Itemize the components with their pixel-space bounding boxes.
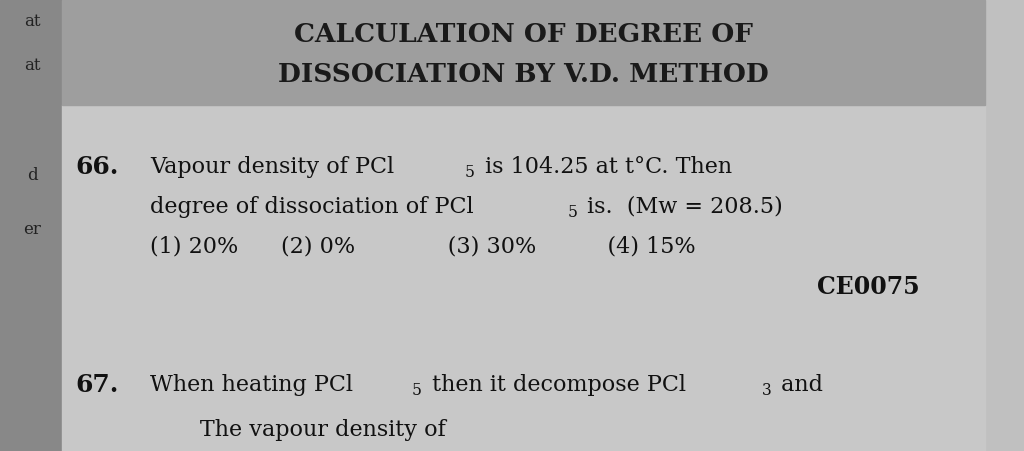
Bar (985, 0, 1024, 451)
Text: 3: 3 (762, 382, 771, 399)
Text: degree of dissociation of PCl: degree of dissociation of PCl (150, 196, 474, 218)
Text: 5: 5 (412, 382, 422, 399)
Text: d: d (27, 166, 37, 184)
Text: is 104.25 at t°C. Then: is 104.25 at t°C. Then (478, 156, 732, 178)
Text: 66.: 66. (75, 155, 119, 179)
Text: Vapour density of PCl: Vapour density of PCl (150, 156, 394, 178)
Text: DISSOCIATION BY V.D. METHOD: DISSOCIATION BY V.D. METHOD (278, 63, 768, 87)
Text: 5: 5 (567, 204, 578, 221)
Bar (0, 0, 62, 451)
Text: 67.: 67. (75, 373, 119, 397)
Text: When heating PCl: When heating PCl (150, 374, 353, 396)
Text: (1) 20%      (2) 0%             (3) 30%          (4) 15%: (1) 20% (2) 0% (3) 30% (4) 15% (150, 236, 695, 258)
Text: The vapour density of: The vapour density of (150, 419, 445, 441)
Bar (62, 105, 985, 451)
Text: er: er (24, 221, 41, 239)
Bar (62, 0, 985, 105)
Text: then it decompose PCl: then it decompose PCl (425, 374, 686, 396)
Text: CE0075: CE0075 (817, 275, 920, 299)
Text: at: at (24, 14, 40, 31)
Text: at: at (24, 56, 40, 74)
Text: and: and (774, 374, 823, 396)
Text: CALCULATION OF DEGREE OF: CALCULATION OF DEGREE OF (294, 23, 753, 47)
Text: 5: 5 (465, 164, 475, 181)
Text: is.  (Mw = 208.5): is. (Mw = 208.5) (581, 196, 783, 218)
